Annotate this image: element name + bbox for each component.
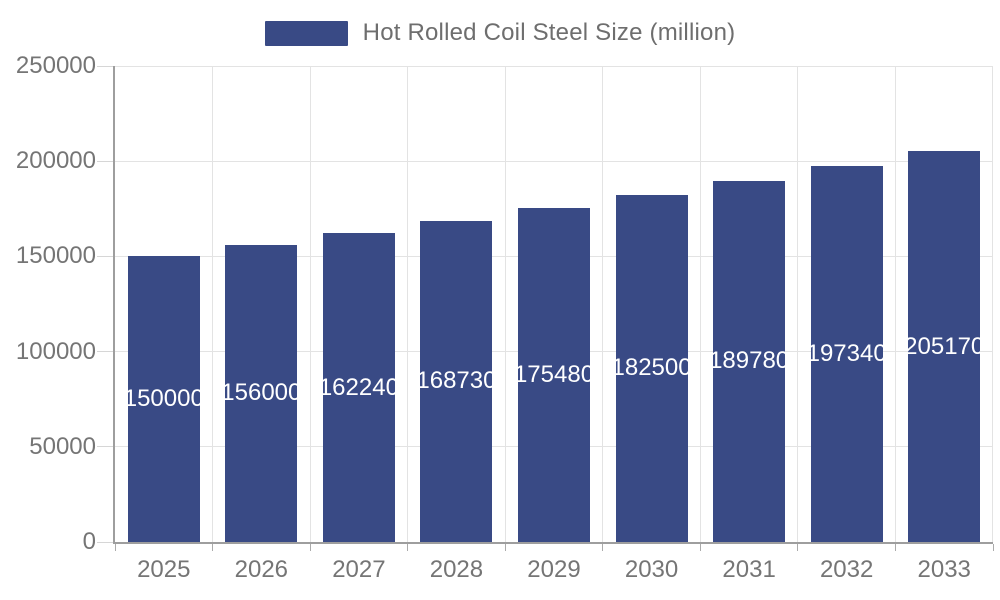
chart-legend[interactable]: Hot Rolled Coil Steel Size (million): [0, 19, 1000, 47]
plot-border: [115, 66, 993, 542]
gridline-vertical: [212, 66, 214, 542]
legend-label: Hot Rolled Coil Steel Size (million): [362, 19, 736, 46]
x-axis-tick: [992, 544, 994, 551]
x-axis-line: [113, 542, 993, 544]
x-tick-label: 2030: [624, 556, 679, 583]
x-axis-tick: [894, 544, 896, 551]
bar-value-label: 156000: [225, 379, 298, 407]
x-tick-label: 2026: [234, 556, 289, 583]
x-axis-tick: [797, 544, 799, 551]
gridline-vertical: [699, 66, 701, 542]
y-tick-label: 100000: [15, 337, 96, 365]
y-tick-label: 250000: [15, 52, 96, 79]
bar-value-label: 175480: [518, 360, 590, 388]
y-axis-tick: [97, 446, 113, 448]
bar-value-label: 182500: [615, 354, 688, 382]
gridline-vertical: [894, 66, 896, 542]
y-axis-tick: [97, 351, 113, 353]
bar-2030: 182500: [615, 194, 688, 542]
bar-2025: 150000: [127, 256, 200, 542]
bar-value-label: 205170: [908, 332, 981, 360]
bar-2027: 162240: [322, 233, 395, 542]
x-axis-tick: [602, 544, 604, 551]
x-axis-tick: [504, 544, 506, 551]
y-axis-tick: [97, 541, 113, 543]
bar-2029: 175480: [518, 207, 590, 542]
x-tick-label: 2031: [722, 556, 776, 583]
x-axis-tick: [407, 544, 409, 551]
gridline-vertical: [797, 66, 799, 542]
x-axis-tick: [309, 544, 311, 551]
bar-2031: 189780: [713, 180, 786, 542]
y-axis-line: [113, 66, 115, 544]
x-axis-tick: [699, 544, 701, 551]
gridline-vertical: [407, 66, 409, 542]
x-tick-label: 2025: [137, 556, 191, 583]
x-axis-tick: [212, 544, 214, 551]
x-axis-tick: [114, 544, 116, 551]
y-tick-label: 200000: [15, 147, 96, 175]
y-axis-tick: [97, 255, 113, 257]
bar-2028: 168730: [420, 220, 493, 542]
y-axis-tick: [97, 65, 113, 67]
gridline-vertical: [504, 66, 506, 542]
bar-value-label: 150000: [127, 385, 200, 413]
bar-2026: 156000: [225, 244, 298, 542]
x-tick-label: 2029: [527, 556, 581, 583]
bar-2032: 197340: [810, 166, 883, 542]
bar-value-label: 189780: [713, 347, 786, 375]
bar-value-label: 168730: [420, 367, 493, 395]
x-tick-label: 2027: [332, 556, 386, 583]
y-tick-label: 0: [82, 528, 96, 555]
y-axis-tick: [97, 160, 113, 162]
x-tick-label: 2033: [917, 556, 971, 583]
x-tick-label: 2028: [429, 556, 484, 583]
gridline-vertical: [309, 66, 311, 542]
y-tick-label: 150000: [15, 242, 96, 270]
y-tick-label: 50000: [29, 432, 96, 460]
bar-2033: 205170: [908, 151, 981, 542]
legend-swatch: [264, 20, 348, 46]
bar-value-label: 162240: [322, 373, 395, 401]
bar-value-label: 197340: [810, 340, 883, 368]
gridline-vertical: [602, 66, 604, 542]
x-tick-label: 2032: [819, 556, 874, 583]
gridline-horizontal: [115, 160, 993, 162]
